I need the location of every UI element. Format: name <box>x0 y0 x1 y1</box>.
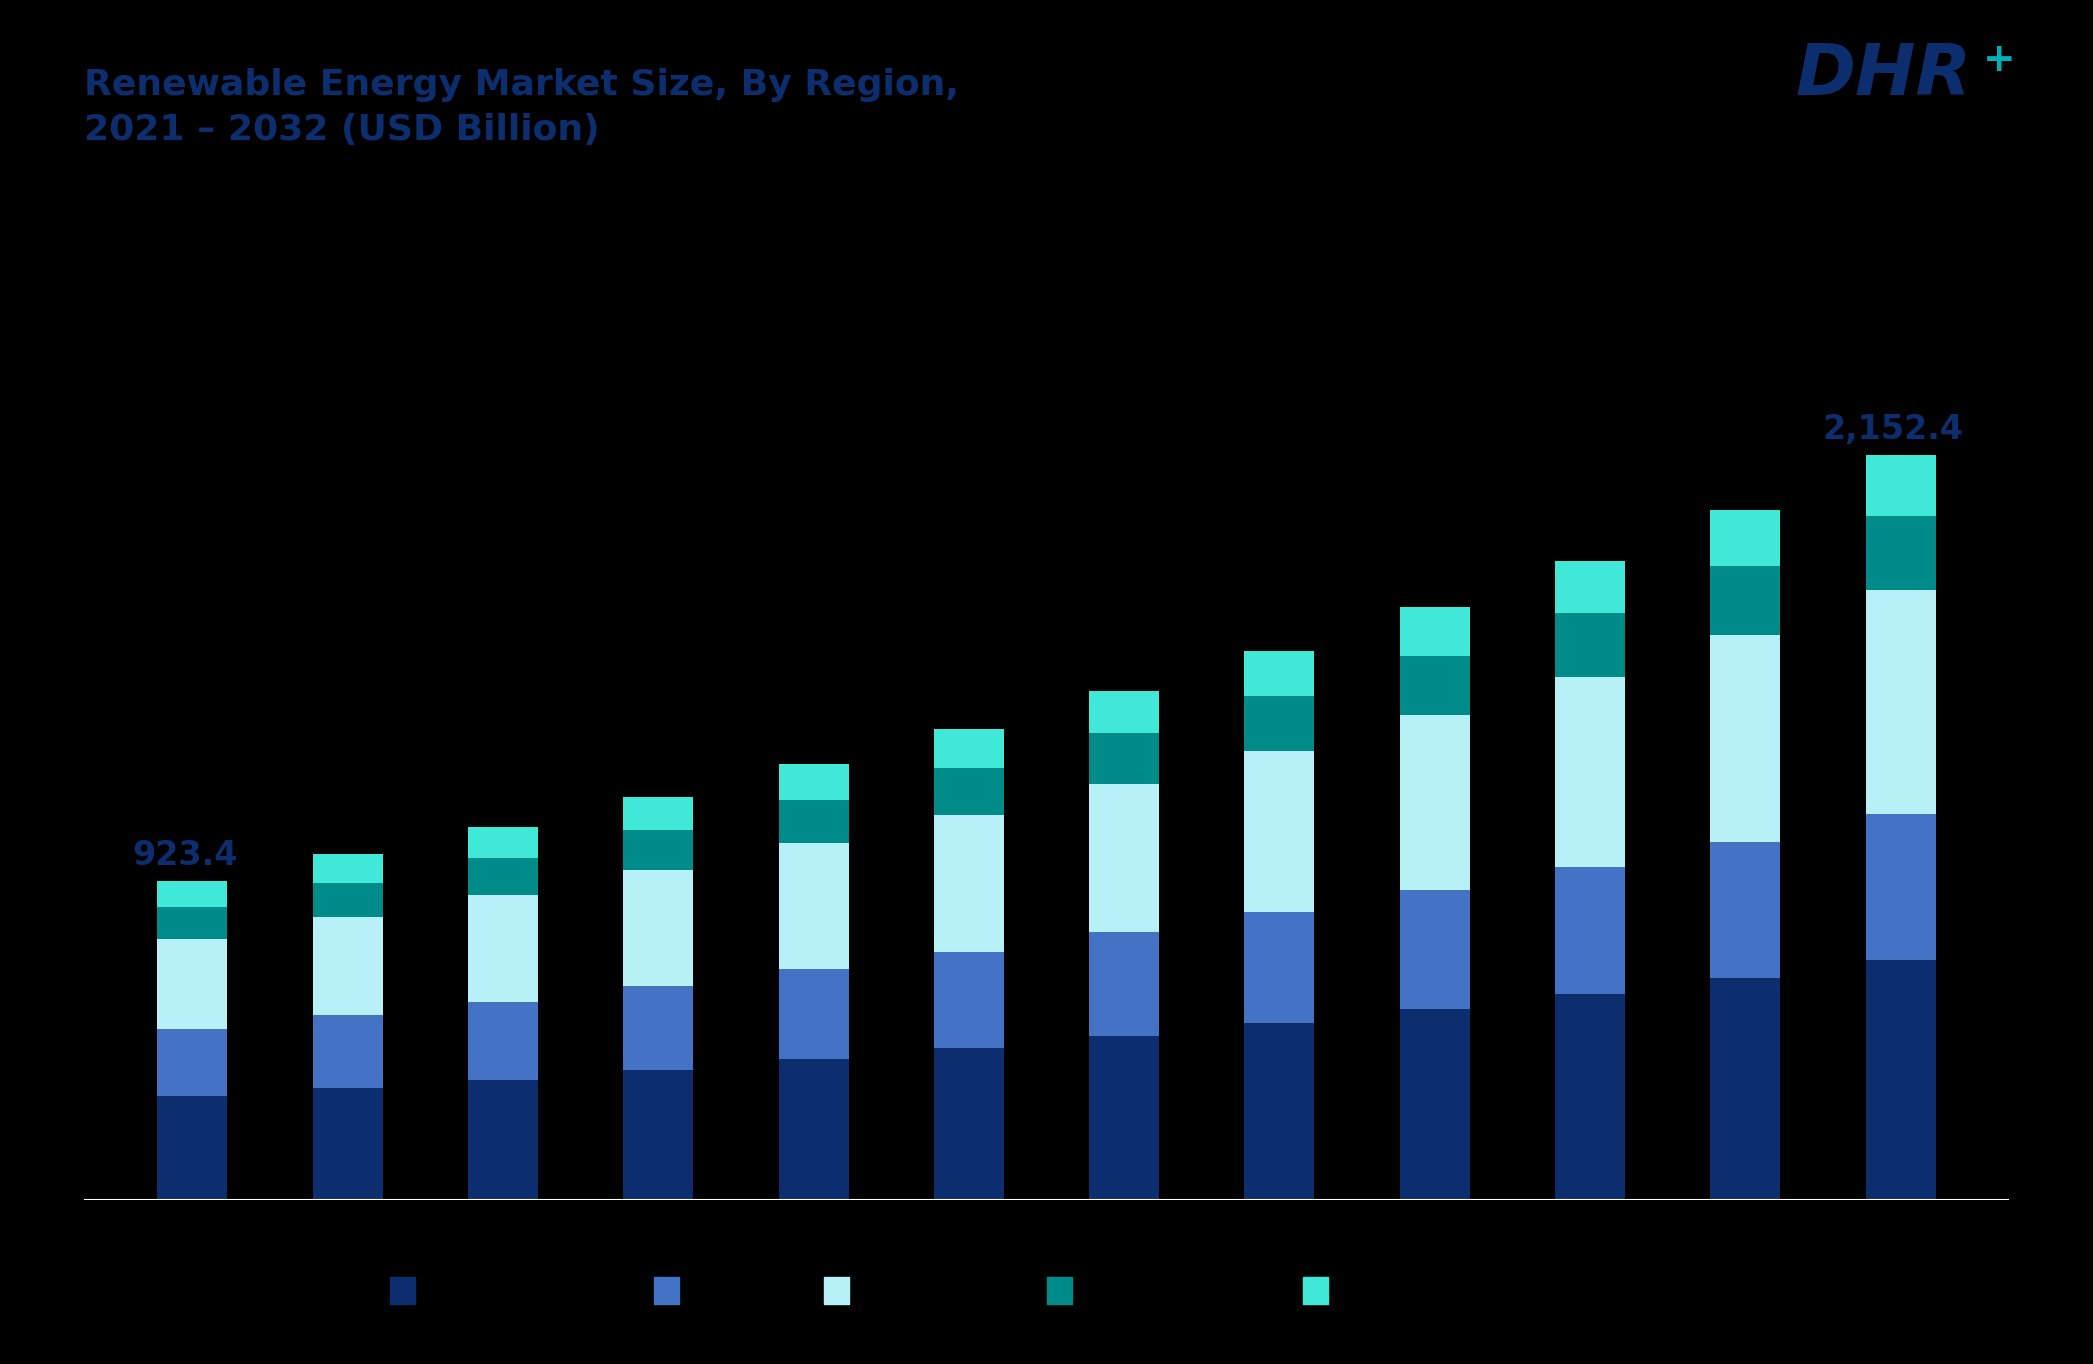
Bar <box>1710 510 1781 566</box>
Bar <box>1400 715 1469 891</box>
Text: Renewable Energy Market Size, By Region,
2021 – 2032 (USD Billion): Renewable Energy Market Size, By Region,… <box>84 68 959 147</box>
Bar <box>1710 842 1781 978</box>
Bar <box>1555 561 1624 612</box>
Bar <box>312 1088 383 1200</box>
Bar <box>779 970 848 1060</box>
Bar <box>157 1097 228 1200</box>
Bar <box>624 797 693 829</box>
Bar <box>1245 1023 1314 1200</box>
Text: +: + <box>1982 41 2016 79</box>
Bar <box>157 1028 228 1097</box>
Bar <box>1710 566 1781 636</box>
Bar <box>1555 677 1624 868</box>
Bar <box>1710 978 1781 1200</box>
Bar <box>1865 456 1936 516</box>
Bar <box>624 986 693 1069</box>
Bar <box>1088 1035 1160 1200</box>
Bar <box>933 768 1005 814</box>
Bar <box>469 1001 538 1079</box>
Bar <box>1400 891 1469 1009</box>
Bar <box>1400 656 1469 715</box>
Bar <box>312 854 383 883</box>
Bar <box>779 799 848 843</box>
Bar <box>933 814 1005 952</box>
Bar <box>469 895 538 1001</box>
Bar <box>933 952 1005 1048</box>
Bar <box>1088 933 1160 1035</box>
Bar <box>312 883 383 917</box>
Bar <box>1088 732 1160 784</box>
Bar <box>1555 612 1624 677</box>
Legend: North America, Europe, Asia Pacific, Latin America, MEA: North America, Europe, Asia Pacific, Lat… <box>381 1267 1404 1314</box>
Bar <box>312 1015 383 1088</box>
Bar <box>1865 814 1936 960</box>
Bar <box>624 1069 693 1200</box>
Bar <box>779 1060 848 1200</box>
Bar <box>1555 994 1624 1200</box>
Text: 2,152.4: 2,152.4 <box>1823 413 1963 446</box>
Text: 923.4: 923.4 <box>132 839 237 872</box>
Bar <box>469 858 538 895</box>
Bar <box>1245 696 1314 750</box>
Bar <box>1088 692 1160 732</box>
Bar <box>1245 651 1314 696</box>
Bar <box>469 1079 538 1200</box>
Bar <box>157 938 228 1028</box>
Text: DHR: DHR <box>1796 41 1972 110</box>
Bar <box>157 907 228 938</box>
Bar <box>779 843 848 970</box>
Bar <box>1245 750 1314 913</box>
Bar <box>933 1048 1005 1200</box>
Bar <box>1710 636 1781 842</box>
Bar <box>1555 868 1624 994</box>
Bar <box>1865 591 1936 814</box>
Bar <box>157 881 228 907</box>
Bar <box>1400 607 1469 656</box>
Bar <box>779 764 848 799</box>
Bar <box>469 828 538 858</box>
Bar <box>624 829 693 870</box>
Bar <box>1865 960 1936 1200</box>
Bar <box>1400 1009 1469 1200</box>
Bar <box>1245 913 1314 1023</box>
Bar <box>1088 784 1160 933</box>
Bar <box>1865 516 1936 591</box>
Bar <box>312 917 383 1015</box>
Bar <box>933 730 1005 768</box>
Bar <box>624 870 693 986</box>
